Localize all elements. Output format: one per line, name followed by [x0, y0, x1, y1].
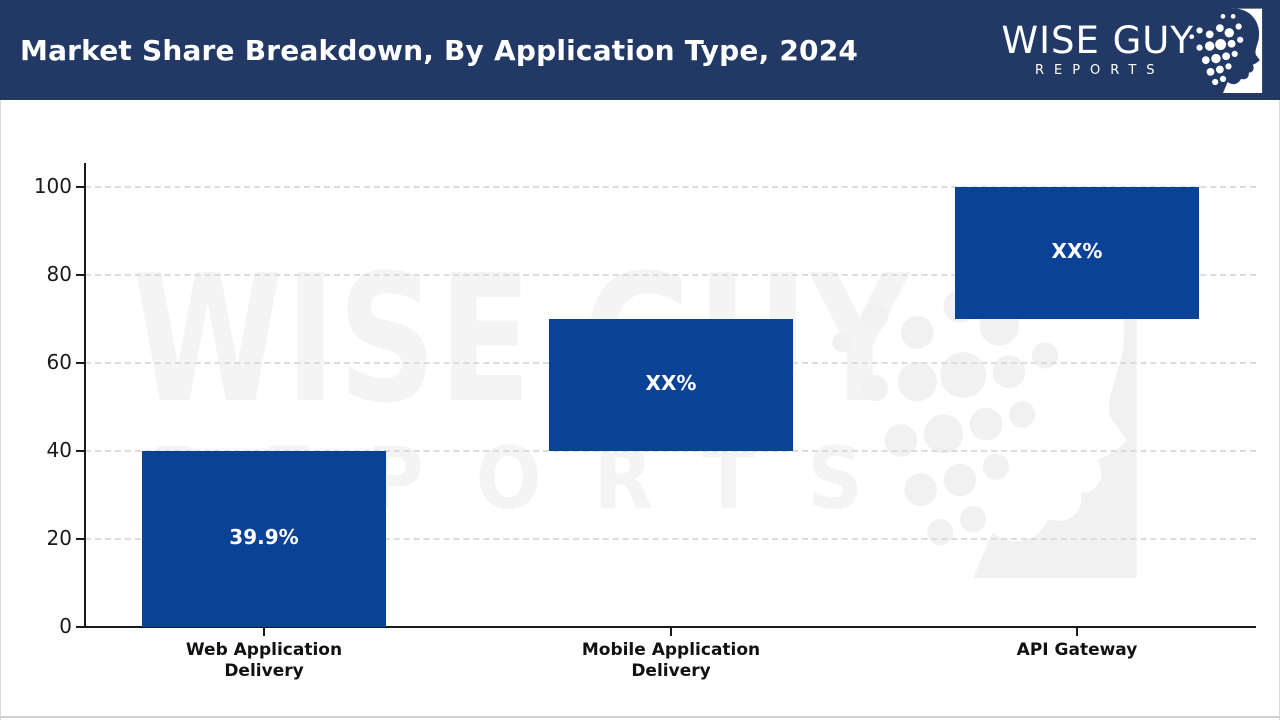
bar-value-label: XX% [645, 371, 697, 396]
bar-segment [955, 187, 1199, 320]
page-title: Market Share Breakdown, By Application T… [20, 33, 859, 67]
y-tick-mark [76, 274, 84, 276]
x-category-label-line: Web Application [185, 640, 343, 660]
x-category-label-line: Mobile Application [581, 640, 761, 660]
grid-line [85, 186, 1256, 188]
x-category-label-line: API Gateway [1016, 640, 1138, 660]
y-tick-mark [76, 626, 84, 628]
y-tick-mark [76, 362, 84, 364]
x-category-label: API Gateway [937, 640, 1217, 661]
y-tick-label: 80 [46, 262, 72, 286]
x-tick-mark [670, 628, 672, 636]
y-axis-line [84, 163, 86, 628]
y-tick-label: 20 [46, 526, 72, 550]
header-bar: Market Share Breakdown, By Application T… [0, 0, 1280, 100]
logo-wordmark: WISE GUY [1001, 19, 1194, 62]
bar-value-label: 39.9% [229, 525, 299, 550]
y-tick-label: 40 [46, 438, 72, 462]
x-category-label-line: Delivery [224, 661, 304, 681]
x-tick-mark [1076, 628, 1078, 636]
x-category-label: Mobile Application Delivery [531, 640, 811, 682]
grid-line [85, 274, 1256, 276]
y-tick-mark [76, 186, 84, 188]
logo-text: WISE GUY REPORTS [1002, 22, 1194, 78]
x-tick-mark [263, 628, 265, 636]
x-category-label: Web Application Delivery [124, 640, 404, 682]
y-tick-label: 0 [59, 614, 72, 638]
y-tick-mark [76, 450, 84, 452]
bar-value-label: XX% [1051, 239, 1103, 264]
y-tick-mark [76, 538, 84, 540]
logo-face-icon [1189, 8, 1263, 93]
footer-divider [0, 716, 1280, 718]
x-axis-line [84, 626, 1256, 628]
x-category-label-line: Delivery [631, 661, 711, 681]
bar-segment [142, 451, 386, 627]
y-tick-label: 100 [33, 174, 72, 198]
wise-guy-reports-logo: WISE GUY REPORTS [1002, 7, 1280, 93]
y-tick-label: 60 [46, 350, 72, 374]
bar-segment [549, 319, 793, 452]
logo-subtitle: REPORTS [1034, 63, 1165, 78]
grid-line [85, 538, 1256, 540]
